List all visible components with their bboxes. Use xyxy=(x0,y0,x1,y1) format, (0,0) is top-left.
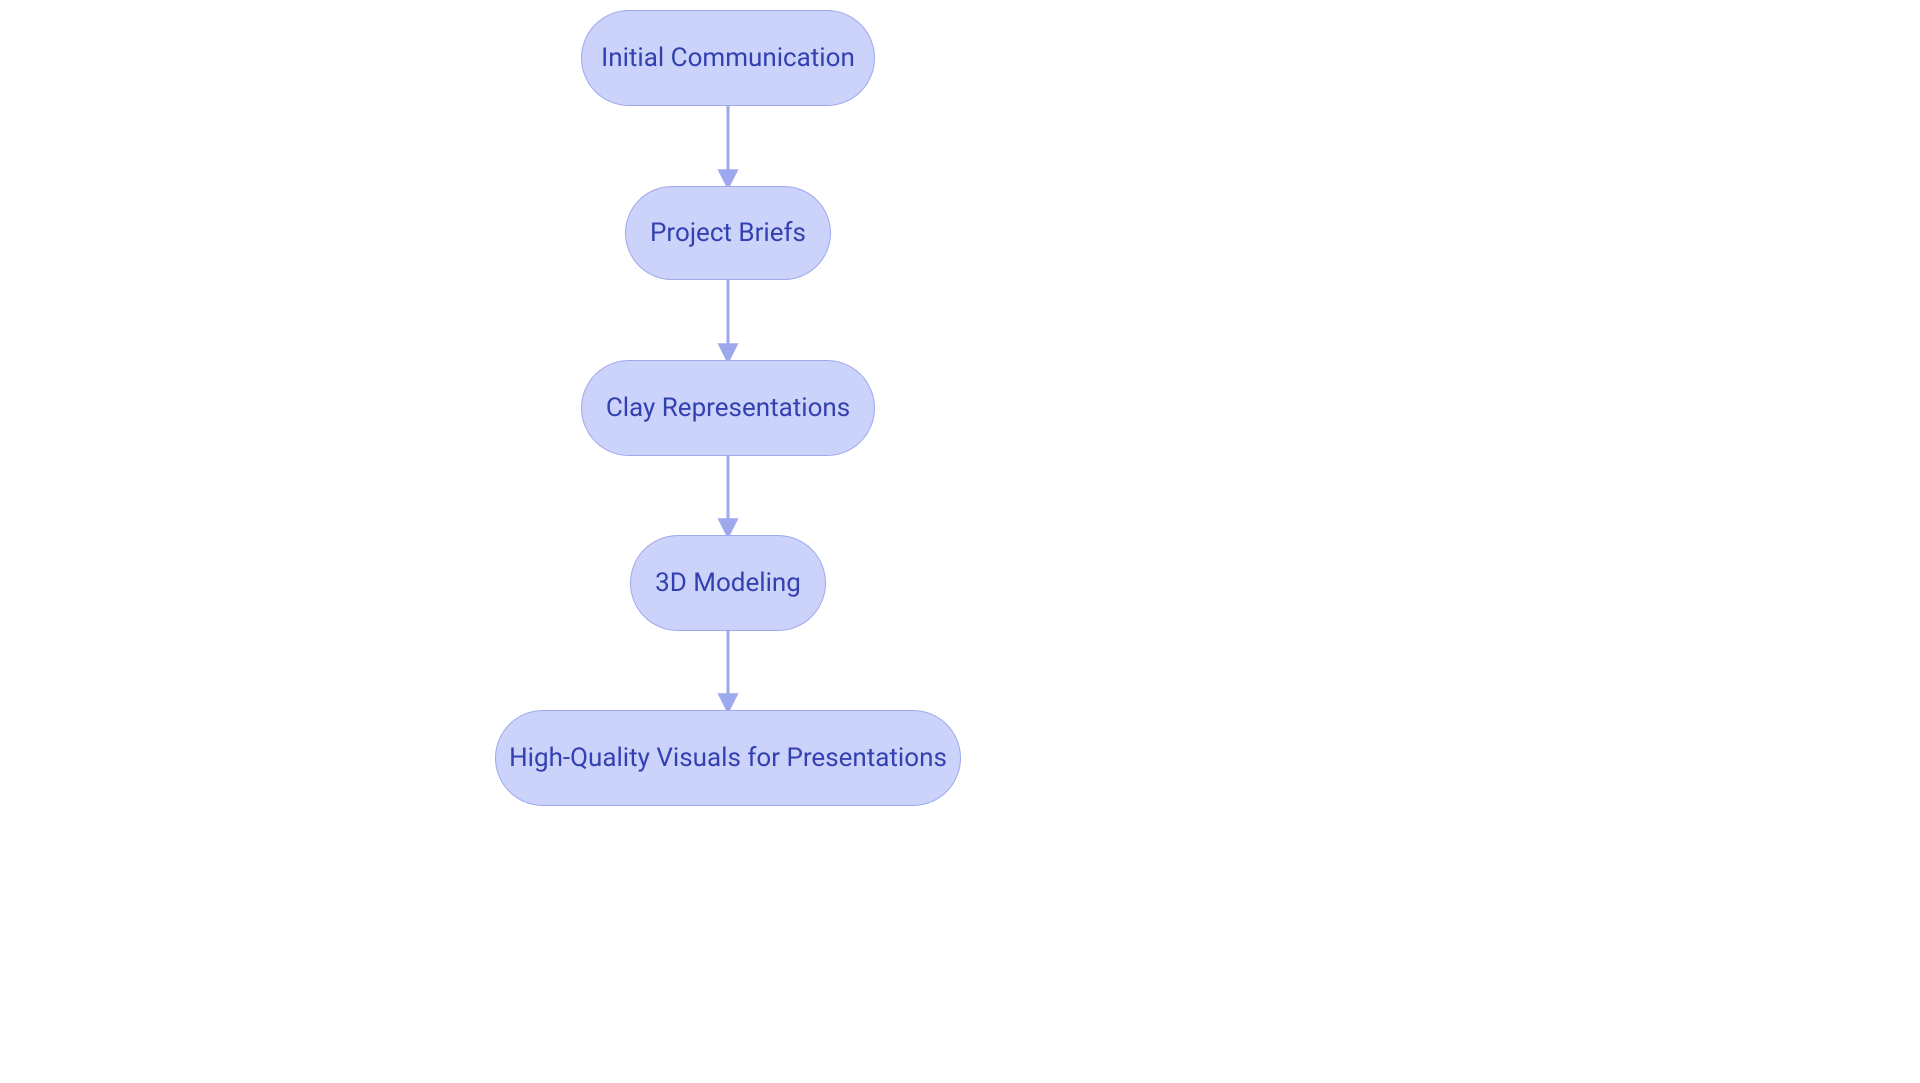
flowchart-node-label: High-Quality Visuals for Presentations xyxy=(509,743,947,773)
flowchart-node: Project Briefs xyxy=(625,186,831,280)
flowchart-node-label: 3D Modeling xyxy=(655,568,801,598)
flowchart-canvas: Initial Communication Project Briefs Clay … xyxy=(0,0,1920,1083)
flowchart-node-label: Project Briefs xyxy=(650,218,806,248)
flowchart-node: High-Quality Visuals for Presentations xyxy=(495,710,961,806)
flowchart-edges xyxy=(0,0,1920,1083)
flowchart-node: Initial Communication xyxy=(581,10,875,106)
flowchart-node: 3D Modeling xyxy=(630,535,826,631)
flowchart-node-label: Initial Communication xyxy=(601,43,855,73)
flowchart-node-label: Clay Representations xyxy=(606,393,850,423)
flowchart-node: Clay Representations xyxy=(581,360,875,456)
